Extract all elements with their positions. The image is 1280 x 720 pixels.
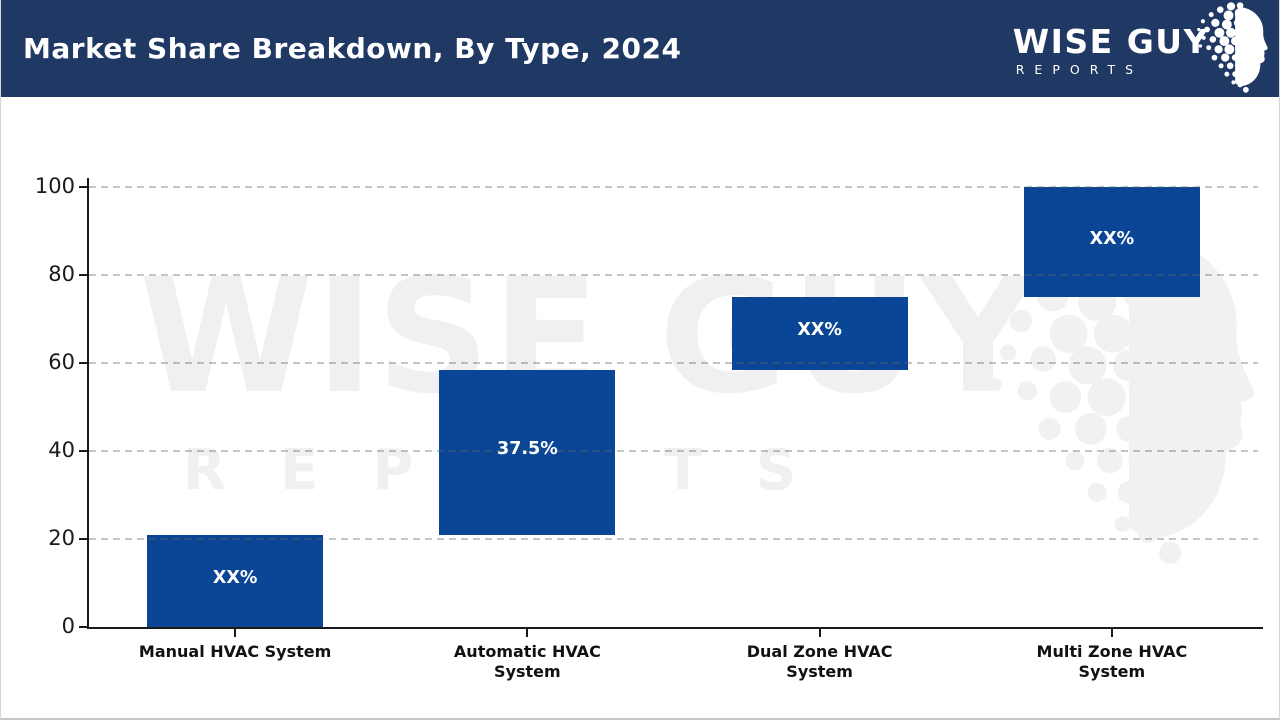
y-tick — [79, 626, 88, 628]
bar — [147, 534, 324, 627]
category-label: Automatic HVAC System — [387, 642, 667, 682]
y-tick — [79, 186, 88, 188]
logo-sub-wordmark: REPORTS — [1015, 61, 1144, 77]
chart-title: Market Share Breakdown, By Type, 2024 — [23, 32, 682, 65]
gridline-40 — [89, 450, 1258, 452]
y-tick-label: 0 — [61, 614, 75, 638]
y-tick-label: 40 — [48, 438, 75, 462]
x-tick — [234, 629, 237, 637]
wise-guy-logo: WISE GUY REPORTS — [1013, 2, 1269, 95]
category-label-line: Manual HVAC System — [138, 642, 332, 661]
bar — [439, 369, 616, 535]
y-tick — [79, 362, 88, 364]
x-tick — [526, 629, 529, 637]
bar — [1023, 187, 1200, 297]
category-label-line: Dual Zone HVAC — [746, 642, 893, 661]
category-label-line: Multi Zone HVAC — [1036, 642, 1188, 661]
y-tick-label: 100 — [34, 174, 75, 198]
x-axis-spine — [87, 627, 1263, 629]
y-tick — [79, 450, 88, 452]
category-label: Dual Zone HVAC System — [680, 642, 960, 682]
logo-wordmark: WISE GUY — [1012, 21, 1209, 61]
y-tick-label: 80 — [48, 262, 75, 286]
y-tick-label: 60 — [48, 350, 75, 374]
y-tick-label: 20 — [48, 526, 75, 550]
y-tick — [79, 274, 88, 276]
bar-value-label: 37.5% — [497, 439, 558, 460]
logo-head-dots-icon — [1193, 2, 1269, 95]
header-bar: Market Share Breakdown, By Type, 2024 WI… — [1, 0, 1279, 97]
gridline-20 — [89, 538, 1258, 540]
bar-value-label: XX% — [797, 320, 842, 341]
x-tick — [1110, 629, 1113, 637]
bar — [731, 297, 908, 370]
category-label: Manual HVAC System — [95, 642, 375, 662]
bar-value-label: XX% — [1089, 229, 1135, 249]
category-label-line: System — [786, 662, 853, 681]
gridline-80 — [89, 274, 1258, 276]
y-axis-spine — [87, 178, 89, 629]
category-label-line: System — [1078, 662, 1146, 681]
x-tick — [818, 629, 821, 637]
category-label-line: Automatic HVAC — [453, 642, 601, 661]
gridline-60 — [89, 362, 1258, 364]
gridline-100 — [89, 186, 1258, 188]
category-label-line: System — [494, 662, 561, 681]
y-tick — [79, 538, 88, 540]
category-label: Multi Zone HVAC System — [972, 642, 1252, 682]
bar-value-label: XX% — [212, 567, 258, 588]
